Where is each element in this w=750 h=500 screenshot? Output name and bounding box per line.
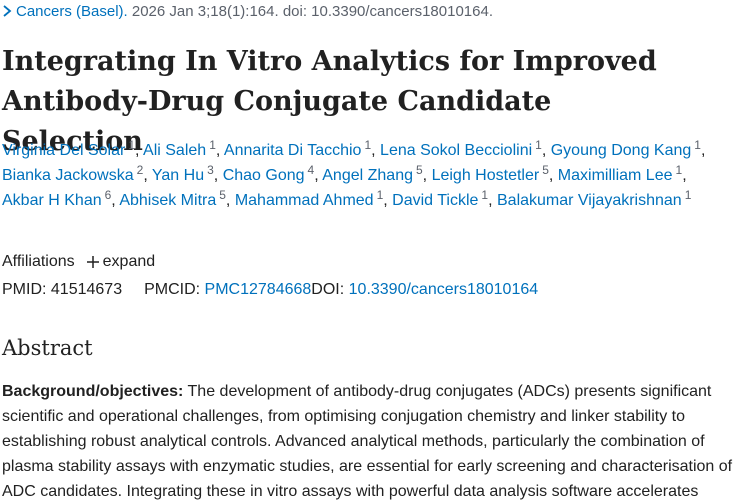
author-link[interactable]: Ali Saleh: [143, 142, 207, 159]
abstract-text: The development of antibody-drug conjuga…: [2, 383, 733, 500]
separator: ,: [215, 142, 221, 159]
author-link[interactable]: Mahammad Ahmed: [234, 192, 374, 209]
affiliation-number[interactable]: 1: [675, 163, 683, 177]
author-link[interactable]: Angel Zhang: [322, 167, 413, 184]
article-title: Integrating In Vitro Analytics for Impro…: [2, 46, 657, 157]
author: Annarita Di Tacchio 1,: [223, 139, 376, 159]
separator: ,: [314, 167, 319, 184]
separator: ,: [548, 167, 554, 184]
separator: ,: [422, 167, 428, 184]
abstract-label: Background/objectives:: [2, 383, 184, 400]
affiliations: Affiliations expand: [2, 253, 155, 271]
separator: ,: [700, 142, 706, 159]
pmcid-label: PMCID:: [144, 281, 201, 298]
author-link[interactable]: Yan Hu: [151, 167, 205, 184]
separator: ,: [488, 192, 493, 209]
author: Bianka Jackowska 2,: [2, 164, 148, 184]
author-link[interactable]: Akbar H Khan: [2, 192, 102, 209]
author-link[interactable]: Maximilliam Lee: [557, 167, 673, 184]
citation-details: 2026 Jan 3;18(1):164. doi: 10.3390/cance…: [131, 3, 493, 20]
separator: ,: [682, 167, 687, 184]
affiliation-number[interactable]: 1: [128, 138, 136, 152]
affiliation-number[interactable]: 1: [684, 188, 692, 202]
author-link[interactable]: Virginia Del Solar: [2, 142, 126, 159]
author-link[interactable]: Leigh Hostetler: [431, 167, 540, 184]
author: Lena Sokol Becciolini 1,: [380, 139, 547, 159]
author: Yan Hu 3,: [151, 164, 219, 184]
author-link[interactable]: Bianka Jackowska: [2, 167, 134, 184]
separator: ,: [383, 192, 388, 209]
affiliation-number[interactable]: 1: [694, 138, 701, 152]
plus-icon[interactable]: [86, 256, 99, 268]
abstract-paragraph: Background/objectives: The development o…: [2, 379, 750, 500]
affiliation-number[interactable]: 3: [207, 163, 214, 177]
author: Angel Zhang 5,: [322, 164, 428, 184]
separator: ,: [225, 192, 231, 209]
journal-link[interactable]: Cancers (Basel).: [16, 3, 128, 20]
separator: ,: [135, 142, 140, 159]
chevron-icon: [3, 5, 12, 17]
doi-label: DOI:: [311, 281, 345, 298]
abstract-heading: Abstract: [2, 336, 93, 360]
separator: ,: [371, 142, 376, 159]
citation: Cancers (Basel). 2026 Jan 3;18(1):164. d…: [2, 3, 493, 20]
author: Leigh Hostetler 5,: [431, 164, 554, 184]
author: Gyoung Dong Kang 1,: [550, 139, 706, 159]
author-link[interactable]: Lena Sokol Becciolini: [380, 142, 533, 159]
author: Virginia Del Solar 1,: [2, 139, 140, 159]
affiliation-number[interactable]: 2: [136, 163, 144, 177]
author-list: Virginia Del Solar 1, Ali Saleh 1, Annarit…: [2, 138, 712, 213]
affiliation-number[interactable]: 1: [364, 138, 372, 152]
author-link[interactable]: Abhisek Mitra: [119, 192, 217, 209]
affiliation-number[interactable]: 5: [219, 188, 226, 202]
doi-link[interactable]: 10.3390/cancers18010164: [348, 281, 539, 298]
author-link[interactable]: Gyoung Dong Kang: [550, 142, 692, 159]
author-link[interactable]: Chao Gong: [222, 167, 305, 184]
author-link[interactable]: Balakumar Vijayakrishnan: [497, 192, 682, 209]
author: David Tickle 1,: [392, 189, 493, 209]
pmid: 41514673: [50, 281, 123, 298]
affiliation-number[interactable]: 6: [104, 188, 112, 202]
author: Ali Saleh 1,: [143, 139, 221, 159]
expand-toggle[interactable]: expand: [102, 253, 156, 270]
author: Balakumar Vijayakrishnan 1: [497, 189, 691, 209]
affiliation-number[interactable]: 5: [415, 163, 423, 177]
identifiers: PMID: 41514673 PMCID: PMC12784668DOI: 10.…: [2, 281, 538, 299]
separator: ,: [541, 142, 547, 159]
author: Mahammad Ahmed 1,: [234, 189, 388, 209]
affiliation-number[interactable]: 1: [209, 138, 216, 152]
affiliation-number[interactable]: 1: [376, 188, 384, 202]
separator: ,: [213, 167, 219, 184]
separator: ,: [111, 192, 116, 209]
author-link[interactable]: Annarita Di Tacchio: [223, 142, 362, 159]
author: Chao Gong 4,: [222, 164, 319, 184]
affiliation-number[interactable]: 4: [307, 163, 315, 177]
affiliation-number[interactable]: 1: [481, 188, 489, 202]
separator: ,: [143, 167, 148, 184]
author-link[interactable]: David Tickle: [392, 192, 479, 209]
pmcid-link[interactable]: PMC12784668: [204, 281, 312, 298]
author: Akbar H Khan 6,: [2, 189, 116, 209]
author: Abhisek Mitra 5,: [119, 189, 231, 209]
pmid-label: PMID:: [2, 281, 47, 298]
affiliation-number[interactable]: 1: [535, 138, 542, 152]
affiliation-number[interactable]: 5: [542, 163, 549, 177]
author: Maximilliam Lee 1,: [557, 164, 687, 184]
affiliations-label: Affiliations: [2, 253, 75, 270]
